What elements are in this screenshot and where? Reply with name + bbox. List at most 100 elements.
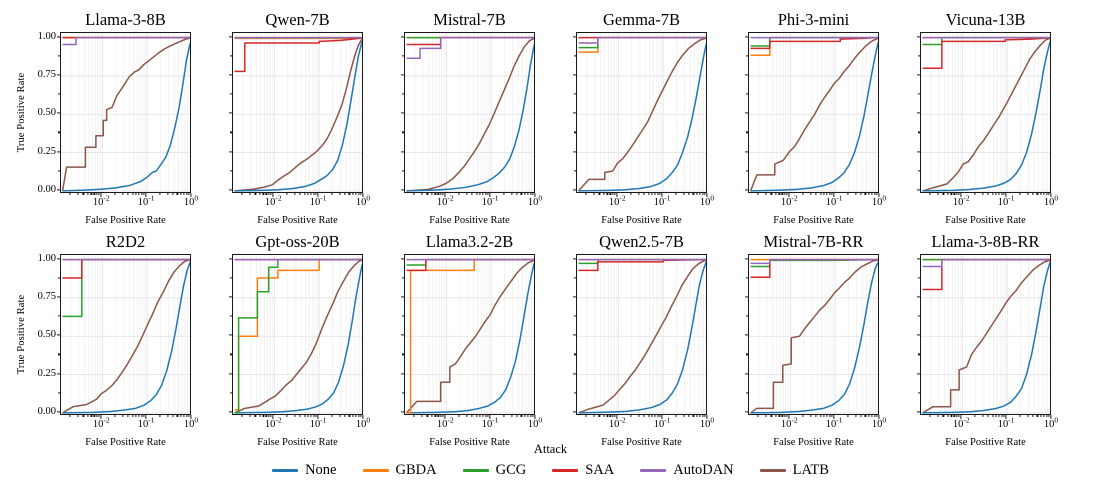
x-tick-mark: [706, 415, 708, 419]
x-tick-mark: [1005, 415, 1007, 419]
x-tick-mark-minor: [487, 415, 489, 417]
series-line-saa: [578, 258, 706, 272]
x-tick-mark: [272, 193, 274, 197]
x-tick-mark-minor: [294, 193, 296, 195]
x-tick-mark-minor: [96, 415, 98, 417]
x-tick-mark-minor: [503, 415, 505, 417]
x-tick-mark-minor: [466, 415, 468, 417]
x-tick-mark: [878, 415, 880, 419]
x-tick-mark-minor: [159, 415, 161, 417]
x-tick-mark-minor: [331, 415, 333, 417]
legend-color-swatch: [640, 469, 667, 472]
x-tick-mark-minor: [953, 415, 955, 417]
x-tick-mark-minor: [69, 415, 71, 417]
x-tick-mark-minor: [609, 193, 611, 195]
x-tick-mark-minor: [132, 193, 134, 195]
x-tick-label: 10-1: [481, 415, 499, 430]
x-tick-mark-minor: [786, 193, 788, 195]
y-tick-mark: [228, 373, 232, 375]
x-tick-mark-minor: [1003, 193, 1005, 195]
x-tick-mark: [616, 193, 618, 197]
x-tick-mark-minor: [98, 193, 100, 195]
x-tick-label: 10-2: [608, 415, 626, 430]
x-tick-label: 100: [183, 415, 199, 430]
legend-item-latb[interactable]: LATB: [759, 462, 829, 479]
x-tick-mark-minor: [829, 193, 831, 195]
series-line-latb: [750, 259, 878, 414]
x-tick-mark-minor: [135, 415, 137, 417]
curves-canvas: [749, 255, 878, 414]
y-tick-label: 0.75: [37, 290, 56, 302]
x-tick-mark-minor: [122, 193, 124, 195]
x-tick-mark-minor: [643, 415, 645, 417]
legend-item-saa[interactable]: SAA: [552, 462, 614, 479]
y-tick-mark: [400, 189, 404, 191]
x-tick-label: 100: [699, 193, 715, 208]
y-tick-mark: [228, 296, 232, 298]
y-tick-label: 1.00: [37, 30, 56, 42]
x-tick-mark-minor: [995, 415, 997, 417]
series-line-latb: [234, 259, 362, 414]
x-tick-mark-minor: [458, 193, 460, 195]
x-tick-mark-minor: [974, 193, 976, 195]
x-tick-mark-minor: [860, 415, 862, 417]
y-tick-mark: [572, 151, 576, 153]
x-tick-mark-minor: [331, 193, 333, 195]
series-line-none: [406, 262, 534, 414]
x-tick-label: 100: [871, 415, 887, 430]
x-tick-label: 10-2: [92, 415, 110, 430]
legend-item-none[interactable]: None: [272, 462, 337, 479]
legend-label: LATB: [792, 462, 829, 478]
x-tick-mark-minor: [998, 415, 1000, 417]
x-tick-mark-minor: [183, 415, 185, 417]
x-tick-mark-minor: [868, 415, 870, 417]
y-tick-label: 0.00: [37, 183, 56, 195]
x-tick-mark-minor: [268, 415, 270, 417]
subplot-title: Qwen2.5-7B: [599, 232, 684, 251]
y-tick-mark: [916, 74, 920, 76]
x-tick-mark-minor: [585, 415, 587, 417]
series-line-none: [62, 41, 190, 192]
x-tick-mark-minor: [510, 193, 513, 195]
series-line-latb: [406, 37, 534, 192]
x-tick-mark-minor: [530, 193, 532, 195]
x-tick-label: 100: [871, 193, 887, 208]
y-tick-mark-minor: [58, 170, 60, 172]
y-tick-mark-minor: [402, 93, 404, 95]
y-tick-mark: [400, 258, 404, 260]
x-tick-mark-minor: [458, 415, 460, 417]
subplot-title: Llama3.2-2B: [425, 232, 514, 251]
legend-item-autodan[interactable]: AutoDAN: [640, 462, 734, 479]
x-tick-mark-minor: [757, 193, 759, 195]
x-tick-mark-minor: [947, 193, 949, 195]
y-tick-mark: [916, 151, 920, 153]
y-tick-label: 0.25: [37, 145, 56, 157]
x-tick-label: 10-1: [309, 415, 327, 430]
y-tick-mark-minor: [574, 353, 576, 356]
legend-item-gcg[interactable]: GCG: [462, 462, 526, 479]
x-tick-mark-minor: [1040, 193, 1042, 195]
x-tick-mark-minor: [659, 193, 661, 195]
x-tick-mark-minor: [802, 193, 804, 195]
series-line-none: [578, 42, 706, 192]
x-tick-mark-minor: [958, 415, 960, 417]
x-tick-label: 10-2: [436, 415, 454, 430]
x-tick-mark-minor: [654, 415, 656, 417]
x-tick-mark-minor: [1036, 193, 1039, 195]
y-tick-mark: [572, 411, 576, 413]
x-axis-label: False Positive Rate: [257, 437, 338, 448]
legend-item-gbda[interactable]: GBDA: [362, 462, 437, 479]
series-line-autodan: [750, 258, 878, 265]
subplot-llama-3-8b-rr: Llama-3-8B-RR 10-2 10-1 100 False Positive R…: [916, 232, 1058, 448]
series-line-autodan: [406, 36, 534, 60]
x-tick-label: 10-1: [997, 415, 1015, 430]
y-tick-mark: [56, 334, 60, 336]
x-tick-mark: [661, 193, 663, 197]
x-tick-mark-minor: [355, 193, 357, 195]
x-tick-mark-minor: [598, 415, 601, 417]
x-tick-mark-minor: [651, 193, 653, 195]
y-tick-mark: [400, 373, 404, 375]
x-tick-mark-minor: [431, 193, 433, 195]
y-tick-mark-minor: [58, 131, 60, 134]
x-tick-mark: [489, 415, 491, 419]
